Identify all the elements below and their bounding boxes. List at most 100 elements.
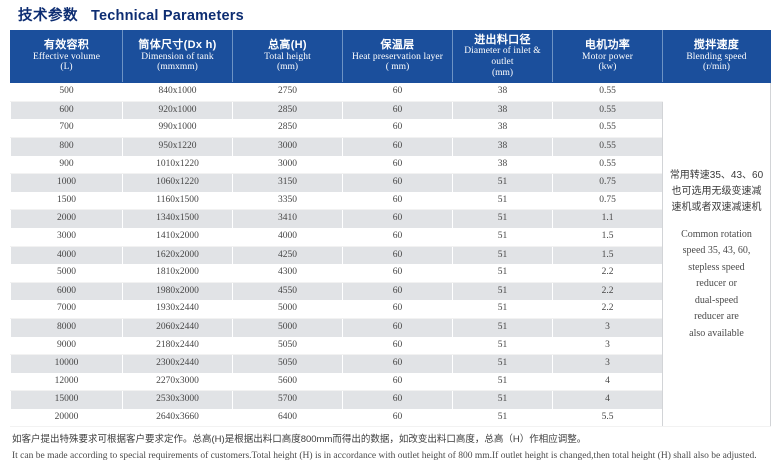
cell-diameter: 38 xyxy=(452,155,553,175)
table-body: 500 840x1000 2750 60 38 0.55 常用转速35、43、60 也可选用无… xyxy=(10,82,771,428)
blending-speed-note-en-line: reducer or xyxy=(696,278,737,290)
column-header-unit: (L) xyxy=(60,62,73,73)
cell-motor-power: 1.5 xyxy=(552,227,663,247)
column-header-cn: 搅拌速度 xyxy=(693,39,740,52)
technical-parameters-table: 有效容积 Effective volume (L) 筒体尺寸(Dx h) Dim… xyxy=(10,29,771,428)
cell-diameter: 38 xyxy=(452,137,553,156)
page-title-cn: 技术参数 xyxy=(18,8,78,24)
technical-parameters-page: 技术参数 Technical Parameters 有效容积 Effective… xyxy=(10,8,771,461)
column-header-unit: (mm) xyxy=(276,62,299,73)
cell-dimension: 990x1000 xyxy=(122,119,233,138)
cell-dimension: 2060x2440 xyxy=(122,318,233,337)
cell-dimension: 1980x2000 xyxy=(122,282,233,301)
cell-effective-volume: 1000 xyxy=(10,173,123,192)
cell-motor-power: 3 xyxy=(552,336,663,356)
column-header-unit: (mmxmm) xyxy=(157,62,198,73)
cell-dimension: 2530x3000 xyxy=(122,390,233,409)
column-header-unit: (kw) xyxy=(598,62,617,73)
column-header-unit: (r/min) xyxy=(703,62,730,73)
cell-motor-power: 4 xyxy=(552,390,663,409)
cell-diameter: 51 xyxy=(452,173,553,192)
cell-total-height: 4300 xyxy=(232,264,343,283)
cell-dimension: 2180x2440 xyxy=(122,336,233,356)
blending-speed-note-en-line: reducer are xyxy=(694,311,739,323)
cell-effective-volume: 7000 xyxy=(10,300,123,319)
column-header-cn: 保温层 xyxy=(380,39,415,52)
cell-effective-volume: 500 xyxy=(10,82,123,102)
column-header-cn: 有效容积 xyxy=(43,39,90,52)
cell-motor-power: 1.1 xyxy=(552,209,663,228)
table-row: 9000 2180x2440 5050 60 51 3 xyxy=(10,336,771,356)
cell-total-height: 5050 xyxy=(232,354,343,373)
cell-dimension: 920x1000 xyxy=(122,101,233,120)
cell-insulation: 60 xyxy=(342,246,453,265)
blending-speed-note-cell: 常用转速35、43、60 也可选用无级变速减 速机或者双速减速机 Common rot… xyxy=(662,82,771,428)
cell-motor-power: 2.2 xyxy=(552,300,663,319)
column-header-en: Motor power xyxy=(582,51,633,62)
cell-effective-volume: 4000 xyxy=(10,246,123,265)
blending-speed-note-en-line: stepless speed xyxy=(688,261,745,273)
cell-insulation: 60 xyxy=(342,227,453,247)
blending-speed-note-cn-line: 也可选用无级变速减 xyxy=(671,185,762,197)
cell-insulation: 60 xyxy=(342,264,453,283)
table-row: 600 920x1000 2850 60 38 0.55 xyxy=(10,101,771,120)
cell-effective-volume: 3000 xyxy=(10,227,123,247)
cell-diameter: 51 xyxy=(452,372,553,392)
column-header-unit: (mm) xyxy=(491,67,514,78)
blending-speed-note-en-line: dual-speed xyxy=(694,294,739,306)
cell-total-height: 3150 xyxy=(232,173,343,192)
cell-dimension: 950x1220 xyxy=(122,137,233,156)
cell-motor-power: 1.5 xyxy=(552,246,663,265)
cell-motor-power: 3 xyxy=(552,354,663,373)
column-header-diameter-inlet-outlet: 进出料口径 Diameter of inlet & outlet (mm) xyxy=(452,29,553,84)
blending-speed-note-cn-line: 速机或者双速减速机 xyxy=(671,201,762,213)
cell-total-height: 2750 xyxy=(232,82,343,102)
cell-dimension: 1810x2000 xyxy=(122,264,233,283)
cell-insulation: 60 xyxy=(342,209,453,228)
cell-insulation: 60 xyxy=(342,282,453,301)
cell-diameter: 51 xyxy=(452,264,553,283)
cell-total-height: 3350 xyxy=(232,191,343,211)
column-header-cn: 总高(H) xyxy=(268,39,307,52)
cell-effective-volume: 12000 xyxy=(10,372,123,392)
cell-motor-power: 0.55 xyxy=(552,82,663,102)
cell-dimension: 1930x2440 xyxy=(122,300,233,319)
cell-motor-power: 2.2 xyxy=(552,282,663,301)
table-row: 500 840x1000 2750 60 38 0.55 常用转速35、43、60 也可选用无… xyxy=(10,82,771,428)
column-header-dimension-of-tank: 筒体尺寸(Dx h) Dimension of tank (mmxmm) xyxy=(122,29,233,84)
footer-notes: 如客户提出特殊要求可根据客户要求定作。总高(H)是根据出料口高度800mm而得出… xyxy=(10,427,770,464)
footer-note-cn: 如客户提出特殊要求可根据客户要求定作。总高(H)是根据出料口高度800mm而得出… xyxy=(12,434,587,446)
column-header-blending-speed: 搅拌速度 Blending speed (r/min) xyxy=(662,29,771,84)
cell-diameter: 51 xyxy=(452,318,553,337)
cell-motor-power: 5.5 xyxy=(552,408,663,428)
table-row: 1000 1060x1220 3150 60 51 0.75 xyxy=(10,173,771,192)
cell-insulation: 60 xyxy=(342,336,453,356)
cell-total-height: 4250 xyxy=(232,246,343,265)
cell-diameter: 51 xyxy=(452,408,553,428)
cell-insulation: 60 xyxy=(342,173,453,192)
cell-diameter: 51 xyxy=(452,191,553,211)
cell-motor-power: 2.2 xyxy=(552,264,663,283)
cell-insulation: 60 xyxy=(342,137,453,156)
cell-diameter: 51 xyxy=(452,209,553,228)
column-header-heat-preservation-layer: 保温层 Heat preservation layer ( mm) xyxy=(342,29,453,84)
table-row: 7000 1930x2440 5000 60 51 2.2 xyxy=(10,300,771,319)
cell-effective-volume: 15000 xyxy=(10,390,123,409)
cell-diameter: 38 xyxy=(452,101,553,120)
cell-effective-volume: 600 xyxy=(10,101,123,120)
cell-effective-volume: 6000 xyxy=(10,282,123,301)
cell-diameter: 51 xyxy=(452,390,553,409)
cell-total-height: 5000 xyxy=(232,318,343,337)
cell-total-height: 4000 xyxy=(232,227,343,247)
column-header-en: Diameter of inlet & outlet xyxy=(464,46,541,67)
table-row: 2000 1340x1500 3410 60 51 1.1 xyxy=(10,209,771,228)
blending-speed-note-cn-line: 常用转速35、43、60 xyxy=(669,169,764,181)
cell-effective-volume: 700 xyxy=(10,119,123,138)
cell-dimension: 2640x3660 xyxy=(122,408,233,428)
cell-diameter: 51 xyxy=(452,227,553,247)
cell-effective-volume: 8000 xyxy=(10,318,123,337)
cell-insulation: 60 xyxy=(342,155,453,175)
table-row: 900 1010x1220 3000 60 38 0.55 xyxy=(10,155,771,175)
cell-dimension: 2270x3000 xyxy=(122,372,233,392)
cell-effective-volume: 2000 xyxy=(10,209,123,228)
